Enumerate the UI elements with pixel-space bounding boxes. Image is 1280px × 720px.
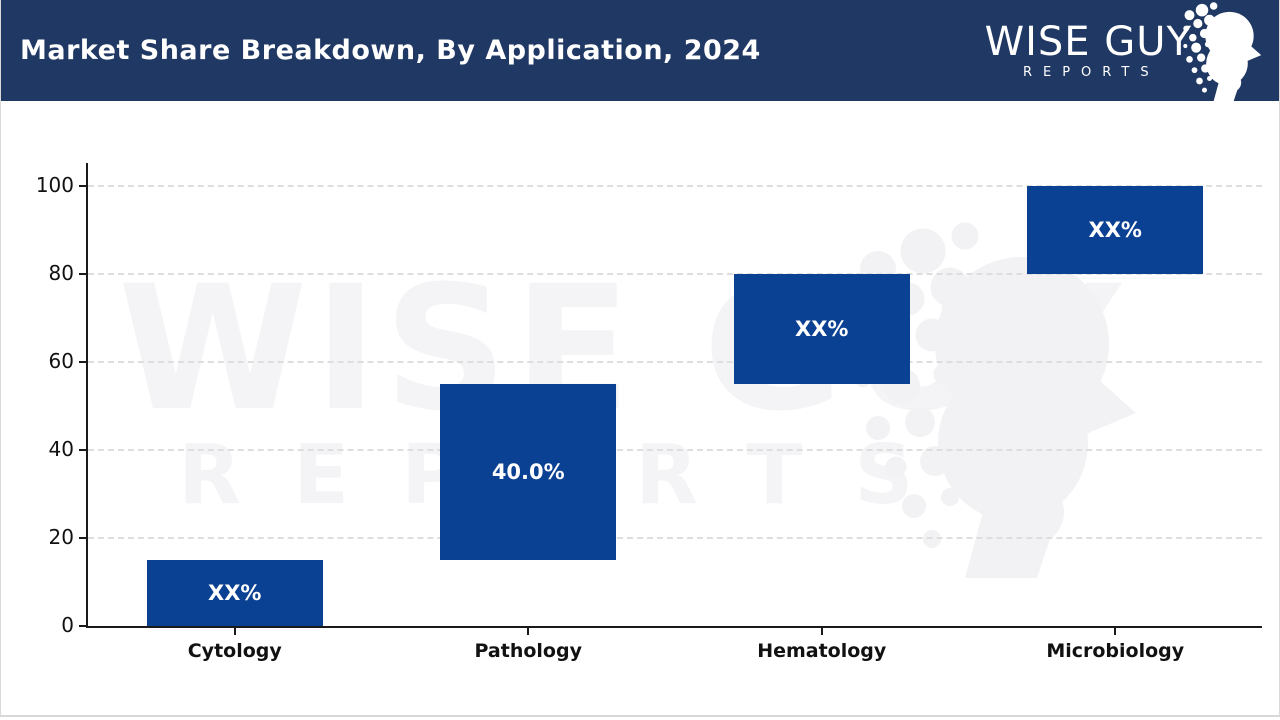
- y-axis-tickmark: [79, 537, 87, 539]
- bar-cytology: XX%: [146, 560, 323, 626]
- x-axis-category-label: Hematology: [757, 640, 887, 662]
- y-axis-tickmark: [79, 449, 87, 451]
- page-title: Market Share Breakdown, By Application, …: [20, 35, 761, 66]
- x-axis-category-label: Pathology: [474, 640, 582, 662]
- wise-guy-logo: WISE GUY REPORTS: [985, 1, 1280, 101]
- logo-text: WISE GUY REPORTS: [985, 22, 1192, 80]
- y-axis-tick-label: 0: [61, 613, 74, 637]
- gridline: [88, 185, 1262, 187]
- x-axis-category-label: Cytology: [187, 640, 282, 662]
- gridline: [88, 449, 1262, 451]
- x-axis-tickmark: [1114, 627, 1117, 635]
- header: Market Share Breakdown, By Application, …: [0, 0, 1280, 101]
- y-axis-tickmark: [79, 185, 87, 187]
- y-axis-tick-label: 80: [48, 261, 74, 285]
- y-axis-line: [86, 163, 88, 628]
- y-axis-tickmark: [79, 625, 87, 627]
- x-axis-tickmark: [233, 627, 236, 635]
- bar-pathology: 40.0%: [440, 384, 617, 560]
- logo-subtitle: REPORTS: [1022, 64, 1160, 80]
- gridline: [88, 361, 1262, 363]
- x-axis-tickmark: [527, 627, 530, 635]
- x-axis-tickmark: [820, 627, 823, 635]
- y-axis-tickmark: [79, 361, 87, 363]
- bar-value-label: XX%: [1088, 218, 1142, 242]
- bar-hematology: XX%: [733, 274, 910, 384]
- wise-guy-head-icon: [1183, 1, 1262, 101]
- x-axis-category-label: Microbiology: [1046, 640, 1185, 662]
- gridline: [88, 537, 1262, 539]
- bar-microbiology: XX%: [1027, 186, 1204, 274]
- bottom-divider: [0, 715, 1280, 717]
- bar-value-label: XX%: [795, 317, 849, 341]
- logo-wordmark: WISE GUY: [984, 18, 1192, 65]
- bar-value-label: 40.0%: [491, 460, 565, 484]
- y-axis-tick-label: 40: [48, 437, 74, 461]
- y-axis-tickmark: [79, 273, 87, 275]
- y-axis-tick-label: 60: [48, 349, 74, 373]
- bar-value-label: XX%: [208, 581, 262, 605]
- y-axis-tick-label: 100: [35, 173, 74, 197]
- y-axis-tick-label: 20: [48, 525, 74, 549]
- gridline: [88, 273, 1262, 275]
- x-axis-line: [86, 626, 1262, 628]
